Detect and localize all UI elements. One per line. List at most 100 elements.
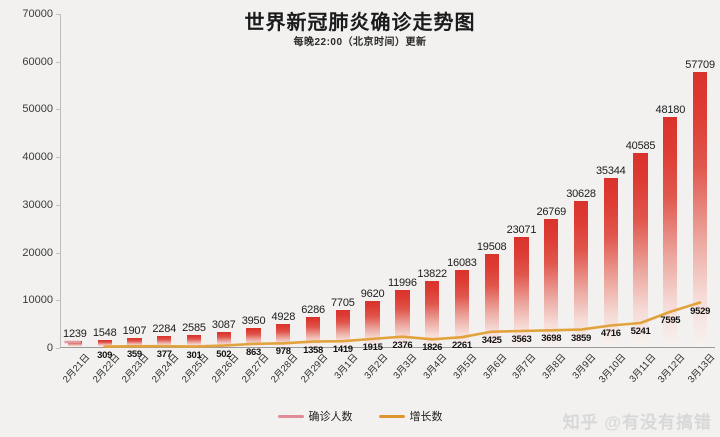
plot-area: 0 10000 20000 30000 40000 50000 60000 70000 123…	[22, 8, 715, 361]
bar	[454, 270, 470, 347]
y-tick-mark	[56, 204, 60, 206]
y-tick-label: 60000	[22, 55, 53, 68]
bar	[544, 219, 559, 347]
y-tick-label: 70000	[22, 8, 53, 20]
growth-value-label: 3698	[541, 333, 562, 345]
y-tick-label: 0	[46, 342, 53, 354]
growth-value-label: 1419	[332, 344, 353, 356]
growth-value-label: 1915	[362, 341, 383, 353]
bar-value-label: 1907	[122, 324, 147, 337]
y-tick-label: 50000	[22, 103, 53, 116]
bar-column: 30628	[566, 188, 596, 347]
bar	[663, 117, 678, 347]
bar-column: 2585	[182, 322, 206, 347]
bar-column: 26769	[536, 206, 566, 347]
x-tick-label: 2月24日	[150, 352, 182, 386]
bar-value-label: 11996	[387, 276, 417, 289]
x-tick-label: 3月8日	[540, 352, 569, 382]
bar-series-confirmed: 1239 1548 1907 2284 2585 3087 3950 4928 6286 7705…	[60, 14, 715, 347]
bar-value-label: 4928	[271, 310, 296, 323]
bar	[395, 289, 410, 347]
bar-column: 1907	[123, 325, 146, 347]
bar-value-label: 9620	[360, 288, 385, 301]
x-tick-label: 3月7日	[510, 352, 539, 382]
growth-value-label: 7595	[660, 314, 681, 326]
bar-value-label: 2284	[152, 323, 177, 336]
growth-value-label: 2376	[392, 339, 413, 351]
growth-value-label: 502	[216, 348, 232, 360]
bar-column: 19508	[477, 241, 507, 347]
bar	[216, 332, 231, 347]
growth-value-label: 978	[275, 346, 291, 358]
y-tick-mark	[56, 252, 60, 254]
y-tick-mark	[56, 348, 60, 349]
bar	[127, 337, 142, 347]
bar-value-label: 40585	[625, 140, 656, 153]
bar-column: 57709	[685, 59, 715, 347]
chart-subtitle: 每晚22:00（北京时间）更新	[293, 37, 427, 48]
growth-value-label: 3859	[571, 332, 591, 344]
growth-value-label: 5241	[630, 325, 651, 337]
bar	[603, 178, 618, 347]
legend-item[interactable]: 确诊人数	[277, 408, 353, 424]
bar-value-label: 26769	[536, 206, 567, 219]
bar-value-label: 7705	[331, 297, 355, 310]
y-axis-line	[60, 14, 61, 348]
bar-value-label: 1239	[63, 328, 87, 341]
line-swatch-icon	[277, 414, 304, 418]
x-tick-label: 3月1日	[332, 352, 361, 382]
x-tick-label: 2月23日	[120, 352, 152, 386]
growth-value-label: 9529	[690, 305, 711, 317]
y-tick-mark	[56, 14, 60, 15]
bar-column: 11996	[388, 277, 417, 347]
bar-value-label: 6286	[301, 304, 325, 317]
bar	[425, 281, 440, 347]
bar	[692, 71, 708, 347]
bar	[335, 310, 350, 347]
bar-column: 7705	[331, 297, 355, 347]
bar-column: 3087	[212, 319, 236, 347]
bar-column: 1548	[93, 327, 117, 347]
x-tick-label: 3月12日	[656, 352, 688, 386]
bar-column: 16083	[447, 257, 477, 347]
bar-column: 35344	[596, 165, 626, 347]
growth-value-label: 309	[97, 349, 113, 361]
legend-label: 确诊人数	[308, 410, 353, 423]
y-tick-mark	[56, 300, 60, 302]
bar-value-label: 48180	[655, 104, 686, 117]
x-tick-label: 3月10日	[596, 352, 629, 386]
bar-value-label: 35344	[595, 165, 626, 178]
growth-value-label: 359	[126, 349, 142, 361]
y-tick-label: 20000	[22, 246, 53, 259]
x-tick-label: 2月22日	[90, 352, 123, 386]
x-tick-label: 3月9日	[570, 352, 599, 382]
bar-value-label: 1548	[92, 326, 117, 339]
bar-column: 6286	[301, 304, 325, 347]
bar	[67, 341, 83, 347]
bar-column: 2284	[152, 323, 176, 347]
bar-value-label: 16083	[447, 257, 477, 270]
growth-value-label: 3563	[511, 333, 532, 345]
bar-column: 4928	[271, 311, 295, 347]
growth-line-path	[64, 301, 702, 348]
growth-value-label: 4716	[600, 328, 621, 340]
watermark: 知乎 @有没有搞错	[562, 413, 712, 432]
growth-value-label: 1358	[303, 344, 324, 356]
growth-value-label: 863	[246, 346, 261, 358]
y-tick-label: 40000	[22, 151, 53, 164]
bar-column: 1239	[63, 328, 87, 347]
x-tick-label: 3月2日	[362, 352, 391, 382]
y-tick-mark	[56, 109, 60, 111]
x-tick-label: 2月28日	[269, 352, 301, 386]
bar	[514, 236, 529, 347]
bar-value-label: 23071	[506, 223, 537, 236]
x-tick-label: 2月29日	[298, 352, 331, 386]
bar-column: 9620	[361, 288, 385, 347]
growth-value-label: 2261	[451, 340, 472, 352]
chart-title: 世界新冠肺炎确诊走势图	[244, 10, 476, 34]
bar-value-label: 3087	[211, 319, 236, 332]
legend-item[interactable]: 增长数	[378, 408, 443, 424]
legend-label: 增长数	[409, 410, 443, 423]
bar	[573, 200, 589, 347]
